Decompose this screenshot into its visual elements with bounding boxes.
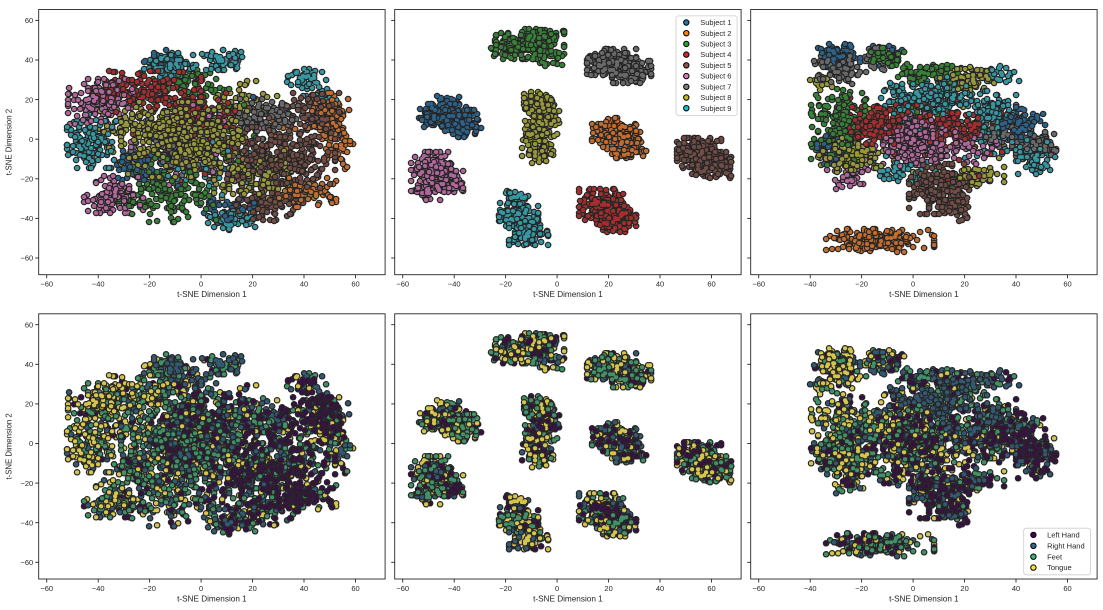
svg-text:−40: −40 xyxy=(92,280,105,289)
svg-text:60: 60 xyxy=(25,320,33,329)
svg-text:Subject 5: Subject 5 xyxy=(700,61,731,70)
svg-text:20: 20 xyxy=(248,280,256,289)
svg-text:−20: −20 xyxy=(143,584,156,593)
svg-text:20: 20 xyxy=(25,400,33,409)
svg-text:20: 20 xyxy=(960,584,968,593)
svg-text:Right Hand: Right Hand xyxy=(1047,541,1085,550)
svg-text:−60: −60 xyxy=(40,280,53,289)
svg-text:−20: −20 xyxy=(143,280,156,289)
svg-text:−60: −60 xyxy=(396,584,409,593)
svg-text:20: 20 xyxy=(960,280,968,289)
svg-text:0: 0 xyxy=(199,584,203,593)
svg-text:0: 0 xyxy=(29,439,33,448)
svg-text:−20: −20 xyxy=(499,584,512,593)
svg-text:t-SNE Dimension 1: t-SNE Dimension 1 xyxy=(177,290,247,299)
svg-text:−40: −40 xyxy=(448,584,461,593)
svg-text:−40: −40 xyxy=(20,214,33,223)
svg-text:Feet: Feet xyxy=(1047,552,1063,561)
svg-text:−60: −60 xyxy=(40,584,53,593)
svg-text:t-SNE Dimension 1: t-SNE Dimension 1 xyxy=(177,595,247,604)
svg-text:40: 40 xyxy=(300,280,308,289)
svg-text:60: 60 xyxy=(25,16,33,25)
svg-text:−60: −60 xyxy=(752,584,765,593)
svg-text:40: 40 xyxy=(1012,584,1020,593)
svg-text:60: 60 xyxy=(1063,280,1071,289)
svg-text:−40: −40 xyxy=(804,280,817,289)
svg-text:Left Hand: Left Hand xyxy=(1047,531,1080,540)
svg-text:40: 40 xyxy=(300,584,308,593)
svg-text:20: 20 xyxy=(25,95,33,104)
svg-text:t-SNE Dimension 1: t-SNE Dimension 1 xyxy=(889,290,959,299)
svg-text:t-SNE Dimension 1: t-SNE Dimension 1 xyxy=(533,595,603,604)
svg-text:−40: −40 xyxy=(20,518,33,527)
svg-text:60: 60 xyxy=(707,280,715,289)
svg-text:−20: −20 xyxy=(20,175,33,184)
svg-text:−40: −40 xyxy=(92,584,105,593)
svg-text:40: 40 xyxy=(25,360,33,369)
svg-text:0: 0 xyxy=(29,135,33,144)
svg-text:60: 60 xyxy=(707,584,715,593)
svg-text:60: 60 xyxy=(351,584,359,593)
svg-text:0: 0 xyxy=(911,584,915,593)
svg-text:40: 40 xyxy=(656,584,664,593)
svg-text:60: 60 xyxy=(351,280,359,289)
svg-text:Subject 4: Subject 4 xyxy=(700,50,731,59)
svg-text:−20: −20 xyxy=(855,584,868,593)
svg-text:0: 0 xyxy=(199,280,203,289)
svg-text:−20: −20 xyxy=(20,479,33,488)
svg-text:−40: −40 xyxy=(804,584,817,593)
svg-text:t-SNE Dimension 2: t-SNE Dimension 2 xyxy=(5,109,14,175)
svg-text:40: 40 xyxy=(656,280,664,289)
svg-text:Subject 8: Subject 8 xyxy=(700,93,731,102)
svg-text:−60: −60 xyxy=(396,280,409,289)
svg-text:−60: −60 xyxy=(20,558,33,567)
svg-text:Subject 2: Subject 2 xyxy=(700,29,731,38)
svg-text:−60: −60 xyxy=(752,280,765,289)
svg-text:−40: −40 xyxy=(448,280,461,289)
svg-text:−20: −20 xyxy=(855,280,868,289)
svg-text:Subject 9: Subject 9 xyxy=(700,104,731,113)
svg-text:0: 0 xyxy=(555,280,559,289)
svg-text:40: 40 xyxy=(25,56,33,65)
svg-text:t-SNE Dimension 1: t-SNE Dimension 1 xyxy=(533,290,603,299)
svg-text:−20: −20 xyxy=(499,280,512,289)
svg-text:0: 0 xyxy=(911,280,915,289)
svg-text:Subject 6: Subject 6 xyxy=(700,72,731,81)
svg-text:20: 20 xyxy=(248,584,256,593)
svg-text:t-SNE Dimension 2: t-SNE Dimension 2 xyxy=(5,413,14,479)
svg-text:t-SNE Dimension 1: t-SNE Dimension 1 xyxy=(889,595,959,604)
svg-text:Subject 1: Subject 1 xyxy=(700,18,731,27)
svg-text:20: 20 xyxy=(604,584,612,593)
svg-text:Tongue: Tongue xyxy=(1047,563,1072,572)
svg-text:Subject 3: Subject 3 xyxy=(700,40,731,49)
svg-text:60: 60 xyxy=(1063,584,1071,593)
svg-text:40: 40 xyxy=(1012,280,1020,289)
svg-text:Subject 7: Subject 7 xyxy=(700,82,731,91)
svg-text:−60: −60 xyxy=(20,254,33,263)
svg-text:20: 20 xyxy=(604,280,612,289)
svg-text:0: 0 xyxy=(555,584,559,593)
